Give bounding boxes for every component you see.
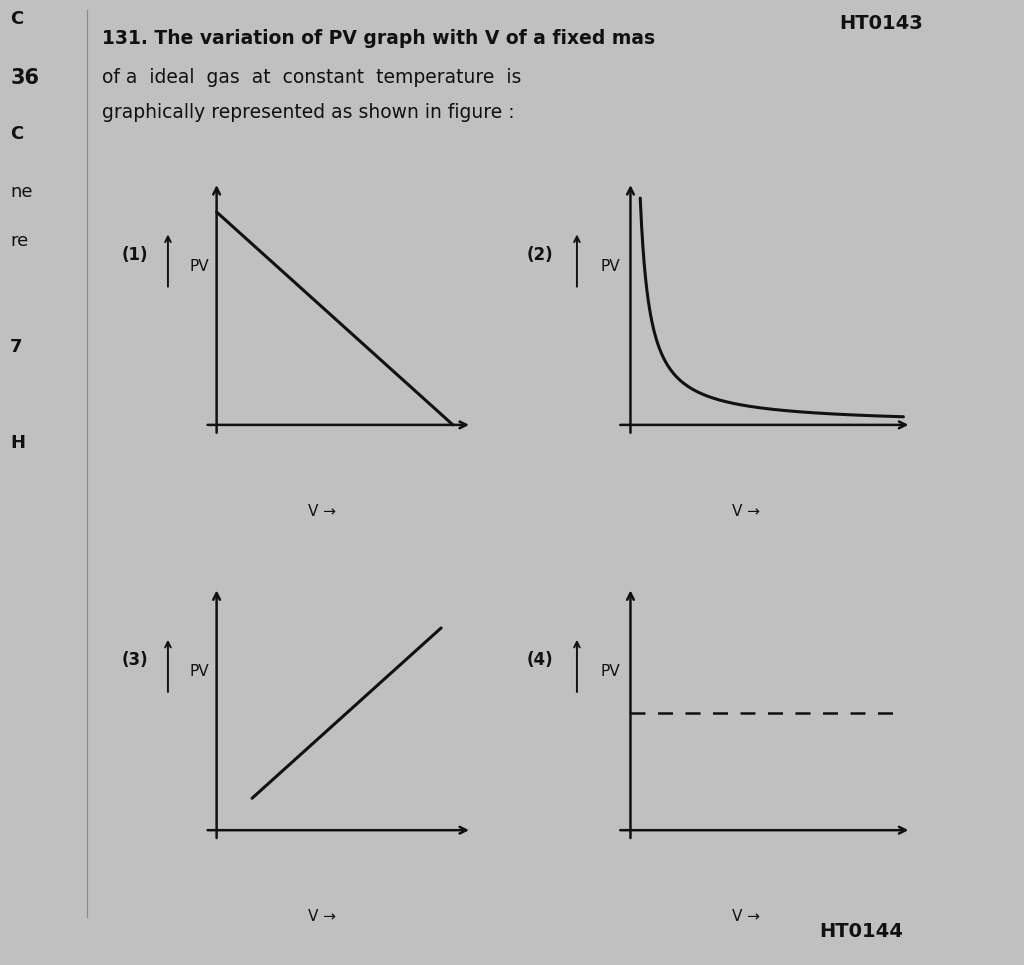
Text: 7: 7 — [10, 338, 23, 356]
Text: 36: 36 — [10, 68, 39, 88]
Text: PV: PV — [189, 664, 209, 679]
Text: ne: ne — [10, 183, 33, 202]
Text: V →: V → — [307, 504, 336, 519]
Text: (3): (3) — [122, 651, 148, 669]
Text: V →: V → — [732, 909, 760, 924]
Text: C: C — [10, 10, 24, 28]
Text: V →: V → — [307, 909, 336, 924]
Text: V →: V → — [732, 504, 760, 519]
Text: PV: PV — [189, 259, 209, 274]
Text: PV: PV — [600, 664, 621, 679]
Text: C: C — [10, 125, 24, 144]
Text: H: H — [10, 434, 26, 453]
Text: (1): (1) — [122, 246, 148, 263]
Text: of a  ideal  gas  at  constant  temperature  is: of a ideal gas at constant temperature i… — [102, 68, 522, 87]
Text: 131. The variation of PV graph with V of a fixed mas: 131. The variation of PV graph with V of… — [102, 29, 655, 48]
Text: HT0143: HT0143 — [840, 14, 924, 34]
Text: (2): (2) — [526, 246, 553, 263]
Text: PV: PV — [600, 259, 621, 274]
Text: (4): (4) — [526, 651, 553, 669]
Text: graphically represented as shown in figure :: graphically represented as shown in figu… — [102, 103, 515, 123]
Text: re: re — [10, 232, 29, 250]
Text: HT0144: HT0144 — [819, 922, 903, 941]
